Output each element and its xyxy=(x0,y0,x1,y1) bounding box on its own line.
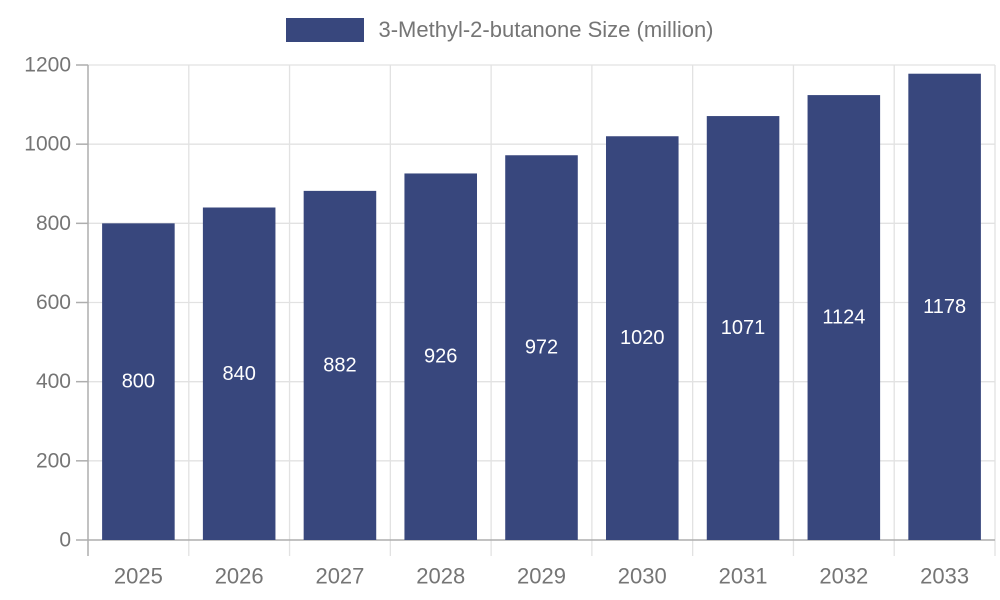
x-tick-label: 2027 xyxy=(315,564,364,589)
bar xyxy=(908,73,981,540)
bar xyxy=(605,136,679,540)
bar-value-label: 1124 xyxy=(822,307,865,329)
bar-value-label: 800 xyxy=(122,371,155,393)
x-tick-label: 2030 xyxy=(618,564,667,589)
bar-value-label: 926 xyxy=(424,346,457,368)
bar-value-label: 972 xyxy=(525,337,558,359)
bar xyxy=(505,155,578,540)
y-tick-label: 800 xyxy=(36,212,71,235)
legend-label[interactable]: 3-Methyl-2-butanone Size (million) xyxy=(378,17,714,42)
x-tick-label: 2032 xyxy=(819,564,868,589)
bar-value-label: 1071 xyxy=(721,317,766,339)
x-tick-label: 2031 xyxy=(719,564,768,589)
bar xyxy=(202,207,276,540)
bar xyxy=(807,95,881,540)
bar-value-label: 840 xyxy=(222,363,255,385)
x-tick-label: 2029 xyxy=(517,564,566,589)
bar-value-label: 1178 xyxy=(923,296,966,318)
x-tick-label: 2028 xyxy=(416,564,465,589)
bar xyxy=(404,173,478,541)
bar xyxy=(706,116,780,540)
y-tick-label: 400 xyxy=(36,370,71,393)
x-tick-label: 2033 xyxy=(920,564,969,589)
legend[interactable]: 3-Methyl-2-butanone Size (million) xyxy=(0,18,1000,42)
y-tick-label: 200 xyxy=(36,449,71,472)
y-tick-label: 600 xyxy=(36,291,71,314)
x-tick-label: 2025 xyxy=(114,564,163,589)
legend-swatch[interactable] xyxy=(286,18,365,42)
x-tick-label: 2026 xyxy=(215,564,264,589)
bar-value-label: 882 xyxy=(323,354,356,376)
bar xyxy=(102,223,175,541)
bar-value-label: 1020 xyxy=(620,327,665,349)
y-tick-label: 0 xyxy=(59,529,71,552)
y-tick-label: 1000 xyxy=(24,133,71,156)
bar xyxy=(303,190,377,540)
y-tick-label: 1200 xyxy=(24,54,71,77)
